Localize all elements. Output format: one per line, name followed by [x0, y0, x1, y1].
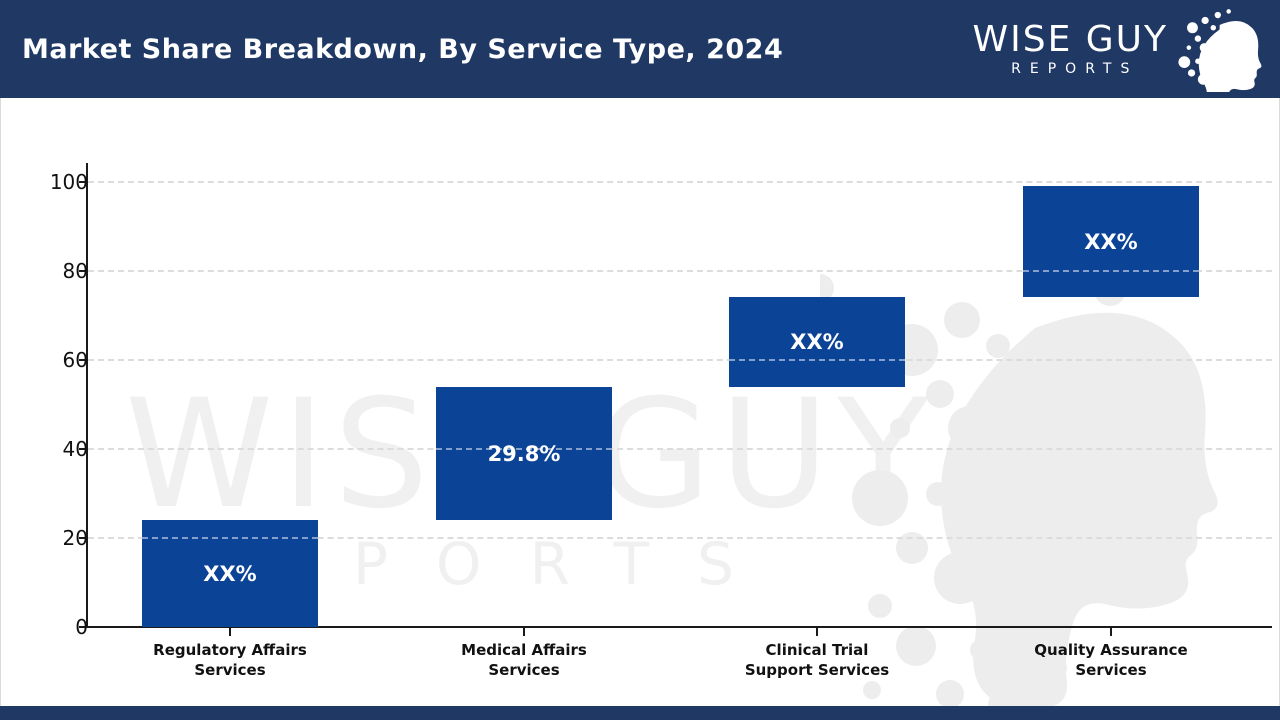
y-tick-80: [79, 269, 87, 272]
bar-medical-affairs-services: 29.8%: [436, 387, 612, 521]
gridline-over-bar-20: [142, 536, 318, 539]
footer-bar: [0, 706, 1280, 720]
gridline-over-bar-40: [436, 447, 612, 450]
bar-value-label: XX%: [203, 561, 257, 586]
gridline-40: [88, 447, 1272, 450]
y-tick-60: [79, 358, 87, 361]
logo-face-icon: [1178, 9, 1262, 92]
x-tick-clinical-trial-support-services: [816, 628, 818, 636]
gridline-over-bar-60: [729, 358, 905, 361]
y-tick-label-20: 20: [62, 525, 88, 550]
y-tick-0: [79, 626, 87, 628]
bar-value-label: XX%: [790, 330, 844, 355]
x-tick-quality-assurance-services: [1110, 628, 1112, 636]
x-tick-regulatory-affairs-services: [229, 628, 231, 636]
gridline-over-bar-80: [1023, 269, 1199, 272]
y-tick-label-100: 100: [49, 169, 88, 194]
bar-regulatory-affairs-services: XX%: [142, 520, 318, 627]
category-label-quality-assurance-services: Quality Assurance Services: [1034, 641, 1188, 679]
x-tick-medical-affairs-services: [523, 628, 525, 636]
category-label-regulatory-affairs-services: Regulatory Affairs Services: [153, 641, 307, 679]
header-bar: Market Share Breakdown, By Service Type,…: [0, 0, 1280, 98]
y-tick-label-80: 80: [62, 258, 88, 283]
gridline-20: [88, 536, 1272, 539]
gridline-60: [88, 358, 1272, 361]
logo-line1: WISE GUY: [972, 19, 1168, 60]
y-axis-line: [86, 163, 88, 628]
bar-value-label: 29.8%: [487, 441, 561, 466]
y-tick-label-40: 40: [62, 436, 88, 461]
y-tick-20: [79, 536, 87, 539]
chart-title: Market Share Breakdown, By Service Type,…: [22, 33, 784, 65]
bar-clinical-trial-support-services: XX%: [729, 297, 905, 388]
y-tick-label-0: 0: [75, 615, 88, 639]
category-label-medical-affairs-services: Medical Affairs Services: [461, 641, 587, 679]
wise-guy-reports-logo: WISE GUY REPORTS: [973, 6, 1280, 92]
logo-wordmark: WISE GUY REPORTS: [972, 19, 1169, 78]
bar-value-label: XX%: [1084, 229, 1138, 254]
gridline-100: [88, 180, 1272, 183]
y-tick-40: [79, 447, 87, 450]
x-axis-line: [86, 626, 1272, 628]
logo-line2: REPORTS: [1011, 61, 1139, 77]
bar-quality-assurance-services: XX%: [1023, 185, 1199, 298]
y-tick-100: [79, 180, 87, 183]
gridline-80: [88, 269, 1272, 272]
category-label-clinical-trial-support-services: Clinical Trial Support Services: [744, 641, 890, 679]
y-tick-label-60: 60: [62, 347, 88, 372]
